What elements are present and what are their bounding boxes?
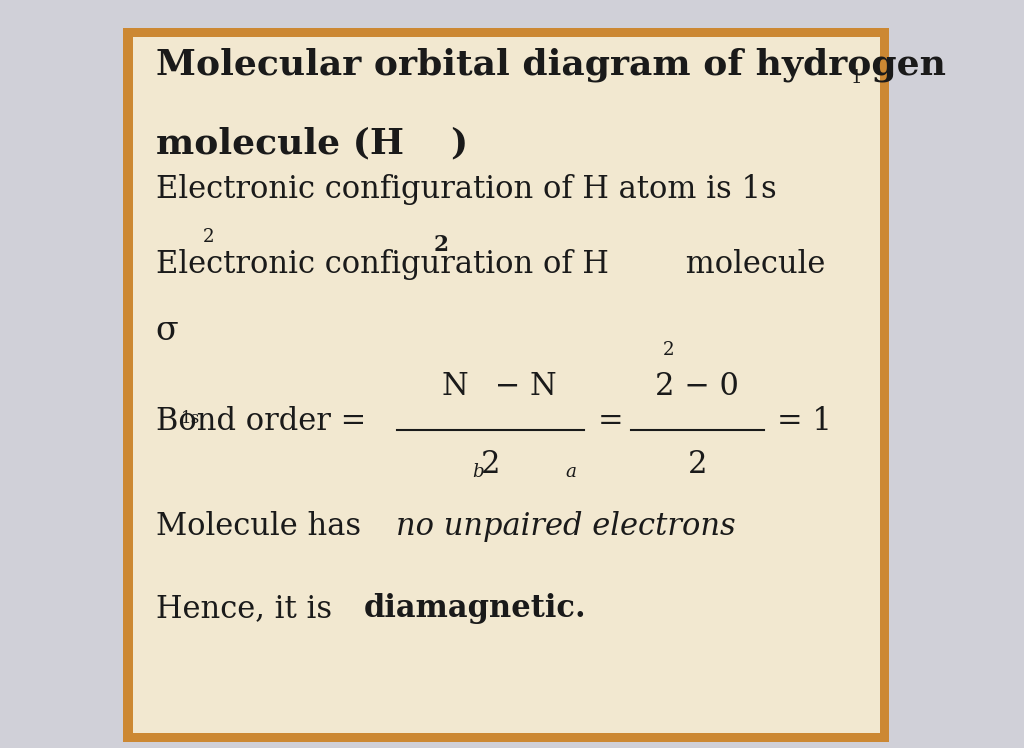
Text: Electronic configuration of H: Electronic configuration of H (156, 249, 608, 280)
Text: 1: 1 (851, 69, 862, 87)
Text: Molecular orbital diagram of hydrogen: Molecular orbital diagram of hydrogen (156, 48, 945, 82)
Text: Electronic configuration of H atom is 1s: Electronic configuration of H atom is 1s (156, 174, 776, 205)
Text: 2 − 0: 2 − 0 (655, 371, 739, 402)
Text: 2: 2 (663, 341, 674, 359)
Text: ): ) (451, 126, 467, 160)
Text: Bond order =: Bond order = (156, 406, 376, 437)
Text: 2: 2 (433, 233, 449, 256)
Bar (123, 28, 891, 742)
Text: diamagnetic.: diamagnetic. (364, 593, 587, 624)
Text: =: = (597, 406, 623, 437)
Text: 2: 2 (481, 449, 501, 479)
Text: Hence, it is: Hence, it is (156, 593, 341, 624)
Text: molecule (H: molecule (H (156, 126, 403, 160)
Text: N: N (442, 371, 469, 402)
Bar (133, 37, 880, 733)
Text: Molecule has: Molecule has (156, 511, 371, 542)
Text: − N: − N (485, 371, 557, 402)
Text: molecule: molecule (676, 249, 825, 280)
Text: = 1: = 1 (777, 406, 833, 437)
Text: σ: σ (156, 316, 178, 347)
Text: a: a (565, 463, 577, 481)
Text: 2: 2 (203, 227, 214, 245)
Text: 1s: 1s (181, 410, 201, 426)
Text: no unpaired electrons: no unpaired electrons (396, 511, 736, 542)
Text: b: b (472, 463, 483, 481)
Text: 2: 2 (687, 449, 707, 479)
